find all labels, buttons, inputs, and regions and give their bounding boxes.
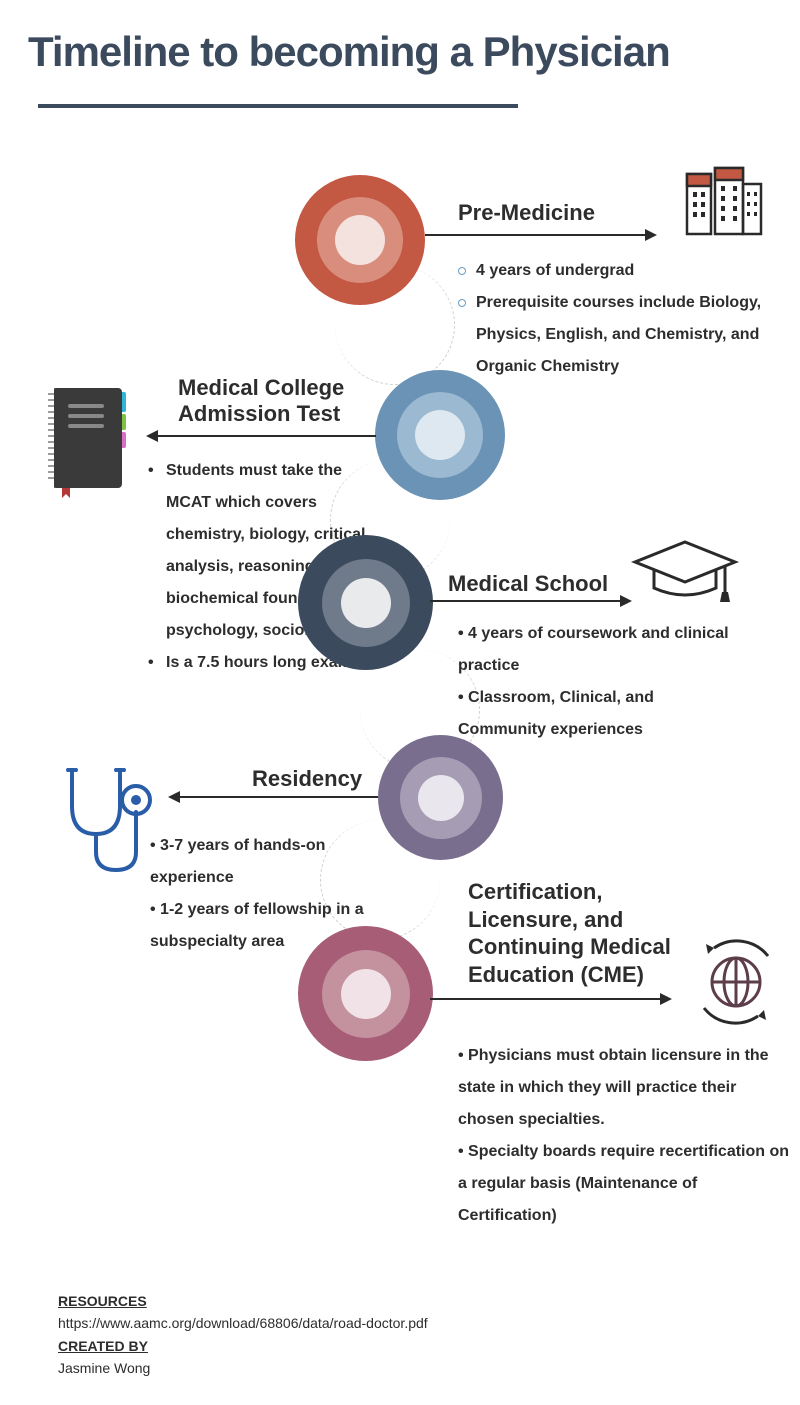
globe-icon	[686, 932, 786, 1037]
stage-body-1: 4 years of undergrad Prerequisite course…	[458, 255, 798, 383]
node-residency	[378, 735, 503, 860]
node-pre-medicine	[295, 175, 425, 305]
stage-title-3: Medical School	[448, 571, 608, 597]
createdby-label: CREATED BY	[58, 1335, 428, 1357]
building-icon	[685, 166, 763, 241]
notebook-icon	[42, 384, 130, 507]
createdby-text: Jasmine Wong	[58, 1357, 428, 1379]
resources-text: https://www.aamc.org/download/68806/data…	[58, 1312, 428, 1334]
arrow	[430, 998, 670, 1000]
arrow	[430, 600, 630, 602]
arrow	[148, 435, 376, 437]
arrow	[170, 796, 378, 798]
stage-title-5: Certification, Licensure, and Continuing…	[468, 878, 718, 988]
arrow	[425, 234, 655, 236]
stage-body-5: • Physicians must obtain licensure in th…	[458, 1040, 793, 1232]
stage-body-3: • 4 years of coursework and clinical pra…	[458, 618, 738, 746]
stage-title-2: Medical College Admission Test	[178, 375, 378, 428]
node-mcat	[375, 370, 505, 500]
node-medschool	[298, 535, 433, 670]
page-title: Timeline to becoming a Physician	[0, 0, 800, 76]
stage-title-1: Pre-Medicine	[458, 200, 595, 226]
resources-label: RESOURCES	[58, 1290, 428, 1312]
timeline-container: Pre-Medicine 4 years of undergrad Prereq…	[0, 160, 800, 1260]
stethoscope-icon	[52, 756, 164, 883]
graduation-cap-icon	[630, 538, 740, 613]
title-underline	[38, 104, 518, 108]
node-certification	[298, 926, 433, 1061]
footer: RESOURCES https://www.aamc.org/download/…	[58, 1290, 428, 1380]
stage-title-4: Residency	[252, 766, 362, 792]
